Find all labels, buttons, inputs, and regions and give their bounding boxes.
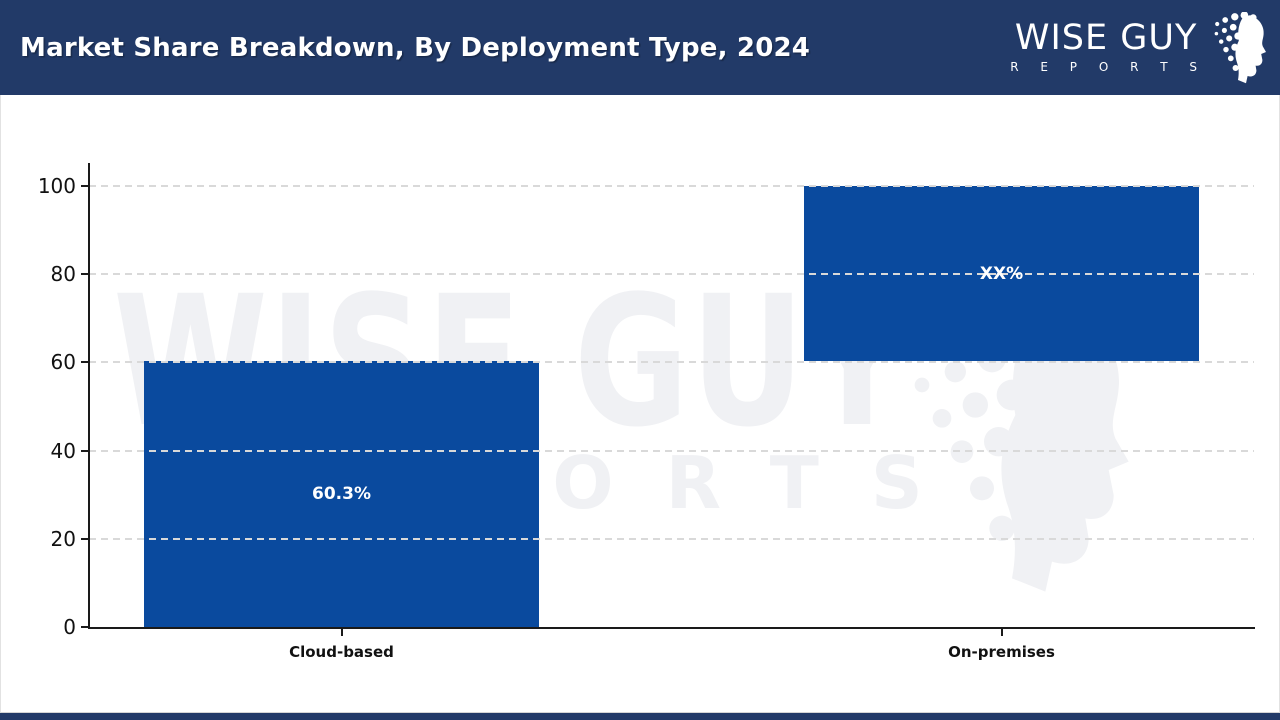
y-axis-line (88, 163, 90, 629)
x-tick-label-0: Cloud-based (289, 643, 394, 661)
x-tick-label-1: On-premises (948, 643, 1055, 661)
logo-face-icon (1214, 11, 1266, 83)
gridline-60 (89, 361, 1254, 364)
y-tick-mark-20 (81, 537, 89, 540)
y-tick-mark-60 (81, 361, 89, 364)
y-tick-mark-80 (81, 273, 89, 276)
footer-bar (0, 713, 1280, 720)
y-tick-label-100: 100 (37, 174, 76, 198)
y-tick-label-60: 60 (50, 350, 76, 375)
y-tick-mark-100 (81, 185, 89, 187)
x-axis-line (88, 627, 1255, 629)
x-tick-mark-0 (340, 629, 343, 636)
x-tick-mark-1 (1000, 629, 1003, 636)
bar-chart-plot: 0 20 40 60 80 100 60.3% Cloud-based XX% On-premis… (38, 163, 1255, 661)
y-tick-label-0: 0 (63, 615, 76, 639)
bar-value-label: 60.3% (312, 484, 371, 505)
gridline-20 (89, 537, 1254, 540)
gridline-80 (89, 273, 1254, 276)
logo-wordmark: WISE GUY (1014, 18, 1198, 58)
logo-text: WISE GUY R E P O R T S (1006, 18, 1206, 75)
y-tick-mark-0 (81, 626, 89, 628)
bar-cloud-based (144, 361, 539, 627)
page-title: Market Share Breakdown, By Deployment Ty… (20, 32, 811, 63)
y-tick-label-20: 20 (50, 526, 76, 551)
gridline-100 (89, 185, 1254, 187)
y-tick-mark-40 (81, 449, 89, 452)
brand-logo: WISE GUY R E P O R T S (1006, 11, 1266, 84)
bar-value-label: XX% (979, 263, 1024, 284)
logo-subtitle: R E P O R T S (1010, 60, 1206, 74)
gridline-40 (89, 449, 1254, 452)
y-tick-label-80: 80 (50, 262, 76, 287)
header-bar: Market Share Breakdown, By Deployment Ty… (0, 0, 1280, 95)
y-tick-label-40: 40 (50, 438, 76, 463)
chart-area: WISE GUY REPORTS 02040608010060.3%Cloud-… (0, 95, 1280, 713)
